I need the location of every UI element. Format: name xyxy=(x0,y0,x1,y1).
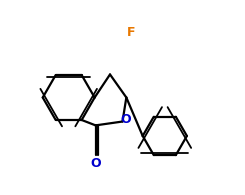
Text: O: O xyxy=(120,113,131,126)
Text: O: O xyxy=(90,157,101,170)
Text: F: F xyxy=(127,26,135,39)
